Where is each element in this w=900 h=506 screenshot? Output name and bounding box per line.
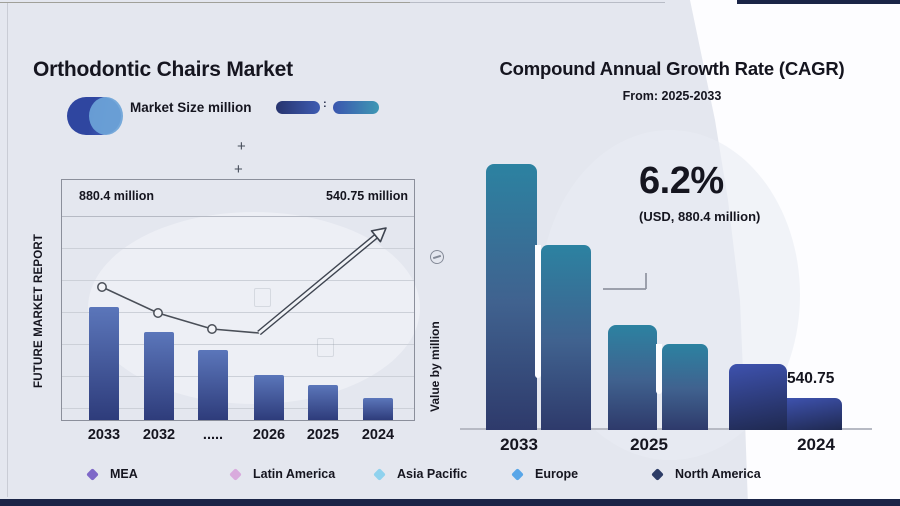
gridline (62, 408, 414, 409)
legend-diamond-icon (651, 467, 664, 481)
x-label-2033: 2033 (500, 435, 538, 454)
page-title: Orthodontic Chairs Market (33, 58, 293, 81)
legend-label: Latin America (253, 467, 336, 481)
clipboard-watermark-icon (317, 338, 334, 357)
clipboard-watermark-icon (254, 288, 271, 307)
cagr-header: Compound Annual Growth Rate (CAGR) From:… (455, 58, 889, 103)
x-label-2033: 2033 (87, 427, 121, 443)
gridline (62, 248, 414, 249)
cagr-subtitle: From: 2025-2033 (622, 89, 722, 103)
top-right-border-bar (737, 0, 900, 4)
cylinder-icon (67, 97, 123, 135)
cylinder-icon-cap (89, 97, 123, 135)
legend-diamond-icon (511, 467, 524, 481)
plus-mark-1: + (237, 138, 246, 155)
x-label-2024: 2024 (361, 427, 395, 443)
left-border-line (7, 3, 8, 497)
bar-2032 (144, 332, 174, 420)
legend-diamond-icon (86, 467, 99, 481)
corner-bracket-decoration-vertical (645, 273, 647, 289)
market-size-caption: Market Size million (130, 100, 252, 115)
ratio-pill-left (276, 101, 320, 114)
legend-label: MEA (110, 467, 138, 481)
bar-2024 (363, 398, 393, 420)
legend-item-latin-america: Latin America (229, 466, 336, 482)
bottom-border-bar (0, 499, 900, 506)
legend-label: Europe (535, 467, 579, 481)
right-chart-y-axis-label: Value by million (428, 321, 442, 412)
cagr-value: 6.2% (639, 160, 724, 202)
corner-bracket-decoration (603, 288, 646, 290)
top-border-line-light (410, 2, 665, 3)
gridline (62, 344, 414, 345)
x-label-2026: 2026 (252, 427, 286, 443)
legend-item-europe: Europe (511, 466, 579, 482)
x-label-2025: 2025 (306, 427, 340, 443)
cagr-note: (USD, 880.4 million) (639, 209, 761, 224)
legend: MEA Latin America Asia Pacific Europe North … (0, 466, 900, 484)
x-label-2032: 2032 (142, 427, 176, 443)
legend-diamond-icon (373, 467, 386, 481)
x-label-.....: ..... (202, 427, 224, 443)
plus-mark-2: + (234, 161, 243, 178)
bar-tall-2033 (486, 164, 537, 430)
gridline (62, 216, 414, 217)
legend-label: Asia Pacific (397, 467, 468, 481)
legend-item-asia-pacific: Asia Pacific (373, 466, 468, 482)
bar-2026 (254, 375, 284, 420)
market-size-chart: 880.4 million 540.75 million 2033 2032.....… (61, 179, 415, 443)
legend-label: North America (675, 467, 761, 481)
left-chart-y-axis-label: FUTURE MARKET REPORT (33, 233, 45, 389)
legend-diamond-icon (229, 467, 242, 481)
gridline (62, 280, 414, 281)
annotation-start-value: 880.4 million (79, 189, 155, 203)
bar-2033 (89, 307, 119, 420)
circle-minus-icon (428, 248, 446, 266)
bar-..... (198, 350, 228, 420)
legend-item-mea: MEA (86, 466, 138, 482)
legend-item-north-america: North America (651, 466, 761, 482)
bar-2025 (308, 385, 338, 420)
gridline (62, 376, 414, 377)
ratio-separator: : (323, 98, 327, 110)
ratio-pill-right (333, 101, 379, 114)
annotation-end-value: 540.75 million (326, 189, 408, 203)
cagr-title: Compound Annual Growth Rate (CAGR) (499, 58, 845, 79)
top-border-line (0, 2, 410, 3)
